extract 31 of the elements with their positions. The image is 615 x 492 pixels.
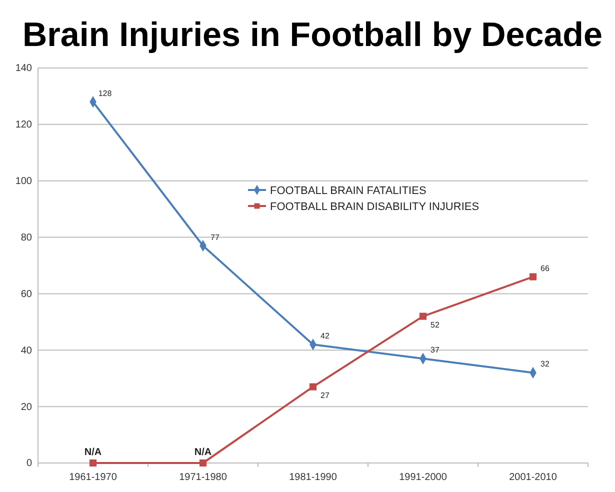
data-label: 52 bbox=[430, 320, 440, 330]
y-tick-label: 0 bbox=[26, 458, 32, 470]
y-tick-label: 80 bbox=[20, 232, 32, 244]
data-label: N/A bbox=[84, 447, 102, 458]
chart-title: Brain Injuries in Football by Decade bbox=[22, 16, 602, 54]
point bbox=[419, 312, 427, 320]
data-label: 42 bbox=[320, 332, 330, 340]
data-label: 32 bbox=[540, 360, 550, 369]
x-tick-label: 1971-1980 bbox=[179, 472, 228, 484]
y-tick-label: 120 bbox=[15, 120, 32, 131]
data-label: 37 bbox=[430, 346, 440, 355]
point bbox=[89, 459, 97, 467]
data-label: 128 bbox=[98, 88, 112, 98]
x-tick-label: 1981-1990 bbox=[289, 472, 338, 484]
x-tick-label: 2001-2010 bbox=[509, 472, 558, 484]
point bbox=[529, 273, 537, 280]
data-label: N/A bbox=[194, 447, 212, 458]
x-tick-label: 1991-2000 bbox=[399, 472, 448, 484]
legend-label: FOOTBALL BRAIN DISABILITY INJURIES bbox=[270, 201, 480, 213]
y-tick-label: 20 bbox=[20, 402, 32, 413]
point bbox=[199, 459, 207, 467]
data-label: 77 bbox=[210, 232, 220, 242]
y-tick-label: 60 bbox=[20, 288, 32, 300]
data-label: 27 bbox=[320, 390, 330, 400]
point bbox=[309, 383, 317, 390]
x-tick-label: 1961-1970 bbox=[69, 472, 118, 484]
data-label: 66 bbox=[540, 264, 550, 273]
y-tick-label: 100 bbox=[15, 176, 32, 188]
y-tick-label: 140 bbox=[15, 63, 32, 74]
y-tick-label: 40 bbox=[20, 345, 32, 356]
legend-label: FOOTBALL BRAIN FATALITIES bbox=[270, 185, 426, 197]
